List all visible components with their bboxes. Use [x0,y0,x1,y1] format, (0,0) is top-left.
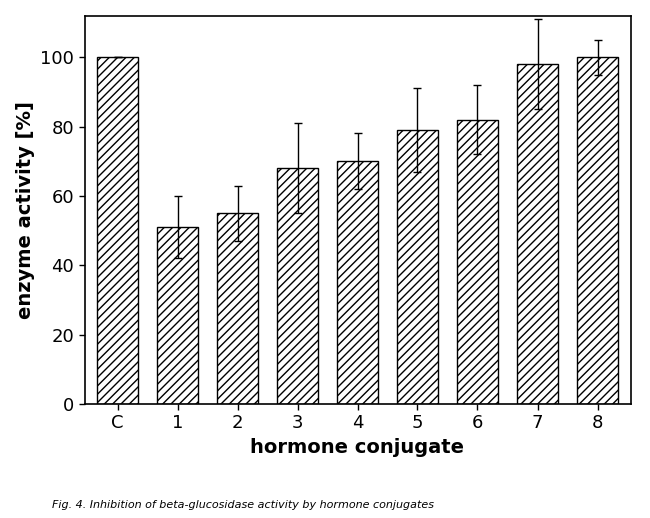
Text: Fig. 4. Inhibition of beta-glucosidase activity by hormone conjugates: Fig. 4. Inhibition of beta-glucosidase a… [52,500,434,510]
Bar [337,161,378,404]
Bar [457,120,498,404]
Bar [517,64,558,404]
Bar [157,227,198,404]
Bar [577,57,618,404]
Bar [97,57,138,404]
Bar [397,130,438,404]
Bar [277,168,318,404]
X-axis label: hormone conjugate: hormone conjugate [250,438,465,457]
Bar [217,213,258,404]
Y-axis label: enzyme activity [%]: enzyme activity [%] [16,101,34,319]
